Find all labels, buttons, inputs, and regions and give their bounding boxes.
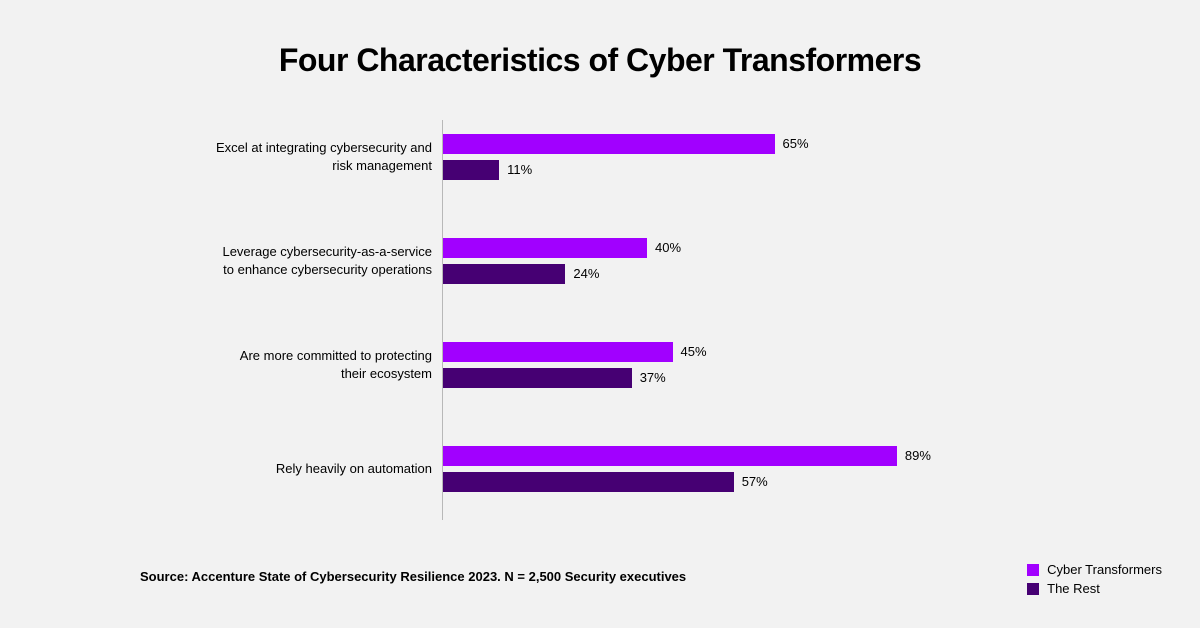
bar-value-label: 37% xyxy=(640,368,666,388)
bar xyxy=(443,472,734,492)
legend: Cyber Transformers The Rest xyxy=(1027,558,1162,596)
bar-value-label: 40% xyxy=(655,238,681,258)
legend-label: The Rest xyxy=(1047,581,1100,596)
category-label: Excel at integrating cybersecurity and r… xyxy=(212,134,432,180)
legend-label: Cyber Transformers xyxy=(1047,562,1162,577)
bar xyxy=(443,160,499,180)
bar xyxy=(443,264,565,284)
bar-value-label: 65% xyxy=(783,134,809,154)
chart-plot-area: Excel at integrating cybersecurity and r… xyxy=(210,120,970,520)
category-label: Leverage cybersecurity-as-a-service to e… xyxy=(212,238,432,284)
category-label: Rely heavily on automation xyxy=(212,446,432,492)
legend-swatch-icon xyxy=(1027,564,1039,576)
bar-value-label: 24% xyxy=(573,264,599,284)
chart-title: Four Characteristics of Cyber Transforme… xyxy=(0,0,1200,79)
bar xyxy=(443,368,632,388)
bar xyxy=(443,238,647,258)
source-text: Source: Accenture State of Cybersecurity… xyxy=(140,569,686,584)
bar-value-label: 57% xyxy=(742,472,768,492)
bar-value-label: 45% xyxy=(681,342,707,362)
bar xyxy=(443,134,775,154)
category-label: Are more committed to protecting their e… xyxy=(212,342,432,388)
legend-swatch-icon xyxy=(1027,583,1039,595)
bar-value-label: 89% xyxy=(905,446,931,466)
bar xyxy=(443,446,897,466)
bar xyxy=(443,342,673,362)
bar-value-label: 11% xyxy=(507,160,532,180)
legend-item-cyber-transformers: Cyber Transformers xyxy=(1027,562,1162,577)
legend-item-the-rest: The Rest xyxy=(1027,581,1162,596)
